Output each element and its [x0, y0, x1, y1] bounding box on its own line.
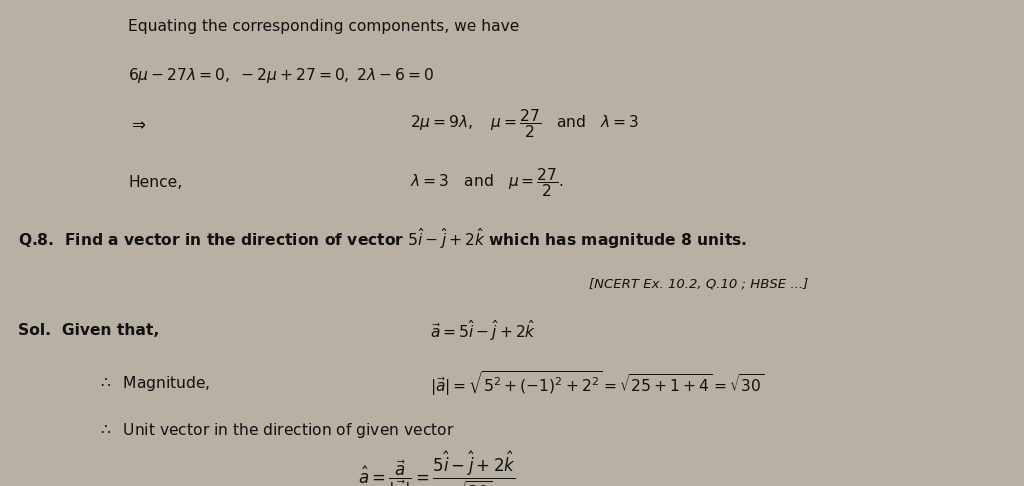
- Text: $\therefore$  Magnitude,: $\therefore$ Magnitude,: [97, 374, 211, 394]
- Text: $\hat{a} = \dfrac{\vec{a}}{|\vec{a}|} = \dfrac{5\hat{i} - \hat{j} + 2\hat{k}}{\s: $\hat{a} = \dfrac{\vec{a}}{|\vec{a}|} = …: [358, 450, 516, 486]
- Text: $\lambda = 3\quad \mathrm{and}\quad \mu = \dfrac{27}{2}.$: $\lambda = 3\quad \mathrm{and}\quad \mu …: [410, 166, 563, 199]
- Text: [NCERT Ex. 10.2, Q.10 ; HBSE ...]: [NCERT Ex. 10.2, Q.10 ; HBSE ...]: [589, 278, 808, 291]
- Text: $\vec{a} = 5\hat{i} - \hat{j} + 2\hat{k}$: $\vec{a} = 5\hat{i} - \hat{j} + 2\hat{k}…: [430, 318, 537, 343]
- Text: Equating the corresponding components, we have: Equating the corresponding components, w…: [128, 19, 519, 34]
- Text: $\therefore$  Unit vector in the direction of given vector: $\therefore$ Unit vector in the directio…: [97, 420, 455, 440]
- Text: Sol.  Given that,: Sol. Given that,: [18, 323, 160, 338]
- Text: $|\vec{a}| = \sqrt{5^2 + (-1)^2 + 2^2} = \sqrt{25 + 1 + 4} = \sqrt{30}$: $|\vec{a}| = \sqrt{5^2 + (-1)^2 + 2^2} =…: [430, 369, 764, 399]
- Text: Q.8.  Find a vector in the direction of vector $5\hat{i} - \hat{j} + 2\hat{k}$ w: Q.8. Find a vector in the direction of v…: [18, 226, 748, 251]
- Text: $2\mu = 9\lambda,\quad \mu = \dfrac{27}{2}\quad \mathrm{and}\quad \lambda = 3$: $2\mu = 9\lambda,\quad \mu = \dfrac{27}{…: [410, 107, 639, 140]
- Text: $6\mu - 27\lambda = 0,\ -2\mu + 27 = 0,\ 2\lambda - 6 = 0$: $6\mu - 27\lambda = 0,\ -2\mu + 27 = 0,\…: [128, 66, 434, 85]
- Text: $\Rightarrow$: $\Rightarrow$: [128, 115, 146, 133]
- Text: Hence,: Hence,: [128, 175, 182, 190]
